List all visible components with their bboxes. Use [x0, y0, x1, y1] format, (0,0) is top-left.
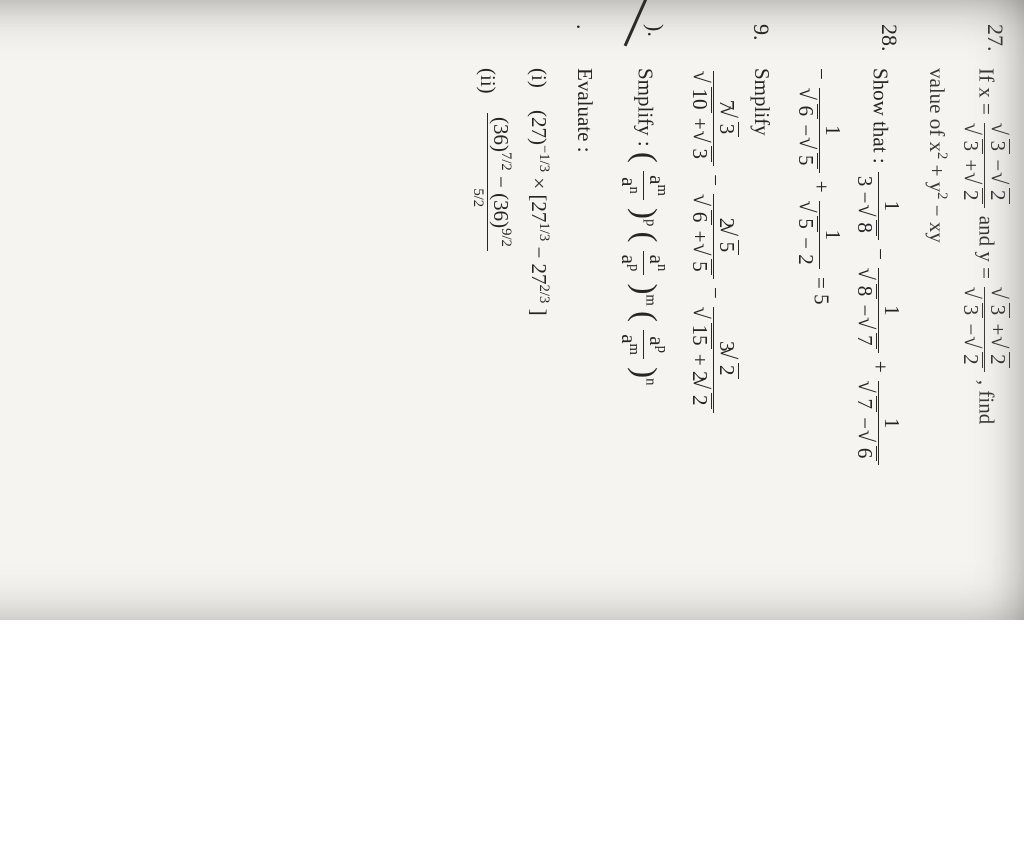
- subpart-ii: (ii) (36)7/2 − (36)9/2 5/2: [461, 68, 514, 602]
- fraction: (36)7/2 − (36)9/2 5/2: [461, 113, 514, 251]
- expression: (36)7/2 − (36)9/2 5/2: [461, 110, 514, 254]
- text: value of x: [925, 68, 949, 152]
- fraction: ap am: [617, 330, 670, 359]
- question-9: 9. Smplify 73 10 + 3 − 25 6 + 5 − 32: [680, 24, 776, 602]
- text: , find: [975, 380, 999, 424]
- fraction: 3 + 2 3 − 2: [959, 287, 1010, 371]
- subpart-label: (i): [524, 68, 552, 110]
- text: If x =: [975, 68, 999, 115]
- fraction: 1 6 − 5: [794, 88, 845, 172]
- question-28: 28. Show that : 1 3 − 8 − 1 8 − 7 +: [786, 24, 905, 602]
- text: + y: [925, 165, 949, 193]
- rotated-page-wrap: 27. If x = 3 − 2 3 + 2 and y = 3 + 2 3 −…: [182, 0, 802, 842]
- fraction: 32 15 + 22: [688, 307, 739, 412]
- fraction: 1 3 − 8: [853, 172, 904, 240]
- text: Show that :: [869, 68, 893, 164]
- fraction: 1 8 − 7: [853, 268, 904, 352]
- fraction: 1 7 − 6: [853, 381, 904, 465]
- subpart-i: (i) (27)−1/3 × [271/3 − 272/3 ]: [524, 68, 552, 602]
- fraction: an ap: [617, 251, 670, 276]
- question-body: Show that : 1 3 − 8 − 1 8 − 7 + 1 7 − 6: [786, 68, 905, 602]
- question-27: 27. If x = 3 − 2 3 + 2 and y = 3 + 2 3 −…: [914, 24, 1010, 602]
- question-body: Evaluate :: [563, 68, 599, 602]
- question-body: Smplify 73 10 + 3 − 25 6 + 5 − 32 15 + 2: [680, 68, 776, 602]
- strike-mark-icon: ).: [641, 24, 671, 37]
- question-number: 27.: [980, 24, 1010, 68]
- worksheet-sheet: 27. If x = 3 − 2 3 + 2 and y = 3 + 2 3 −…: [0, 0, 1024, 620]
- subpart-label: (ii): [473, 68, 501, 110]
- question-body: If x = 3 − 2 3 + 2 and y = 3 + 2 3 − 2 ,…: [914, 68, 1010, 602]
- text: − xy: [925, 205, 949, 243]
- question-simplify-powers: ). Smplify : ( am an )p ( an ap )m: [609, 24, 670, 602]
- question-body: Smplify : ( am an )p ( an ap )m ( a: [609, 68, 670, 602]
- fraction: 25 6 + 5: [688, 194, 739, 278]
- fraction: 3 − 2 3 + 2: [959, 123, 1010, 207]
- question-number: 28.: [875, 24, 905, 68]
- question-number: .: [569, 24, 599, 68]
- text: = 5: [810, 277, 834, 305]
- fraction: 1 5 − 2: [794, 201, 845, 269]
- fraction: 73 10 + 3: [688, 71, 739, 166]
- text: Evaluate :: [573, 68, 597, 153]
- fraction: am an: [617, 171, 670, 200]
- question-number: ).: [641, 24, 671, 68]
- question-number: 9.: [746, 24, 776, 68]
- text: Smplify :: [634, 68, 658, 147]
- expression: (27)−1/3 × [271/3 − 272/3 ]: [524, 110, 552, 316]
- question-evaluate: . Evaluate :: [563, 24, 599, 602]
- text: Smplify: [750, 68, 774, 136]
- text: and y =: [975, 216, 999, 279]
